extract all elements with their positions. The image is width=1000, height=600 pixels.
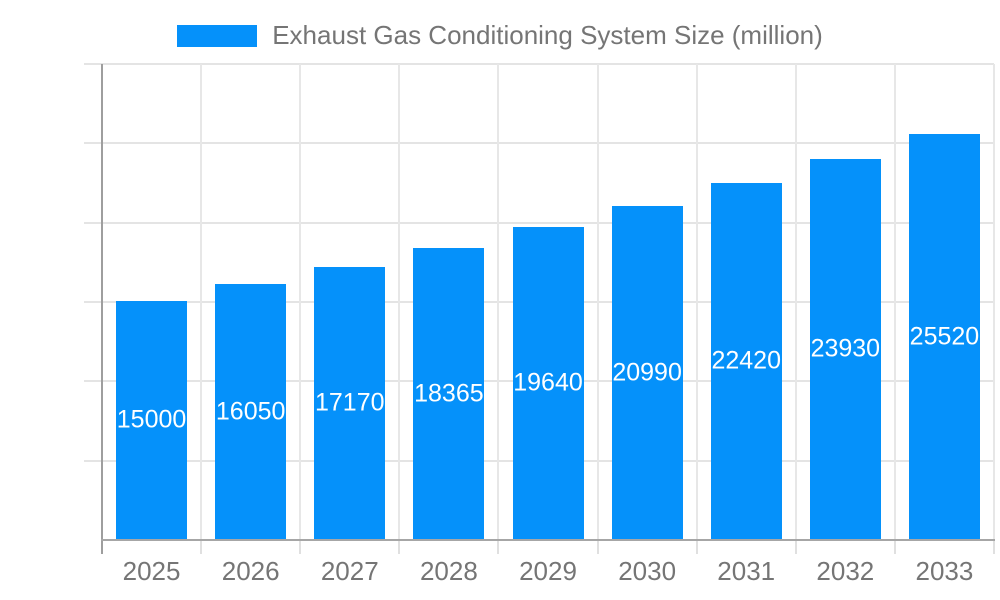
x-tick-label: 2025 xyxy=(122,556,181,586)
x-tick-mark xyxy=(200,540,203,554)
legend-swatch xyxy=(177,24,258,47)
x-tick-label: 2033 xyxy=(915,556,974,586)
x-tick-label: 2030 xyxy=(618,556,677,586)
x-tick-label: 2029 xyxy=(519,556,577,586)
x-tick-label: 2032 xyxy=(816,556,875,586)
bar-value-label: 25520 xyxy=(909,322,980,351)
v-gridline xyxy=(200,64,203,540)
bar[interactable]: 25520 xyxy=(908,134,980,539)
x-tick-mark xyxy=(497,540,500,554)
v-gridline xyxy=(596,64,599,540)
bar[interactable]: 17170 xyxy=(314,266,386,539)
v-gridline xyxy=(497,64,500,540)
x-tick-mark xyxy=(893,540,896,554)
bar[interactable]: 18365 xyxy=(413,247,485,539)
x-tick-mark xyxy=(993,540,995,554)
bar[interactable]: 15000 xyxy=(116,301,188,539)
bar-value-label: 20990 xyxy=(612,358,682,387)
bar-value-label: 22420 xyxy=(711,346,781,375)
x-tick-mark xyxy=(596,540,599,554)
bar[interactable]: 20990 xyxy=(611,205,683,539)
v-gridline xyxy=(695,64,698,540)
bar-value-label: 19640 xyxy=(513,368,583,397)
bar-value-label: 18365 xyxy=(414,378,484,407)
x-tick-label: 2027 xyxy=(320,556,379,586)
h-gridline xyxy=(84,142,994,145)
x-tick-label: 2026 xyxy=(221,556,280,586)
x-axis-line xyxy=(101,539,995,541)
x-tick-mark xyxy=(398,540,401,554)
legend-item[interactable]: Exhaust Gas Conditioning System Size (mi… xyxy=(177,20,823,51)
bar[interactable]: 19640 xyxy=(512,227,584,539)
h-gridline xyxy=(84,221,994,224)
h-gridline xyxy=(84,63,994,65)
v-gridline xyxy=(993,64,995,540)
x-tick-label: 2031 xyxy=(717,556,776,586)
x-tick-label: 2028 xyxy=(419,556,478,586)
bar-value-label: 16050 xyxy=(215,397,286,426)
bar-value-label: 15000 xyxy=(116,405,187,434)
plot-area: 15000 16050 17170 18365 19640 20990 22420 23930… xyxy=(84,63,995,554)
bar[interactable]: 16050 xyxy=(215,284,287,539)
bar-value-label: 23930 xyxy=(810,334,881,363)
x-tick-mark xyxy=(695,540,698,554)
y-axis-line xyxy=(101,64,103,554)
x-tick-mark xyxy=(299,540,302,554)
v-gridline xyxy=(794,64,797,540)
bar[interactable]: 23930 xyxy=(809,159,881,539)
chart-legend: Exhaust Gas Conditioning System Size (mi… xyxy=(0,20,1000,51)
x-tick-mark xyxy=(794,540,797,554)
bar-value-label: 17170 xyxy=(315,388,385,417)
bar[interactable]: 22420 xyxy=(710,183,782,539)
legend-label: Exhaust Gas Conditioning System Size (mi… xyxy=(272,20,823,50)
v-gridline xyxy=(398,64,401,540)
v-gridline xyxy=(893,64,896,540)
v-gridline xyxy=(299,64,302,540)
